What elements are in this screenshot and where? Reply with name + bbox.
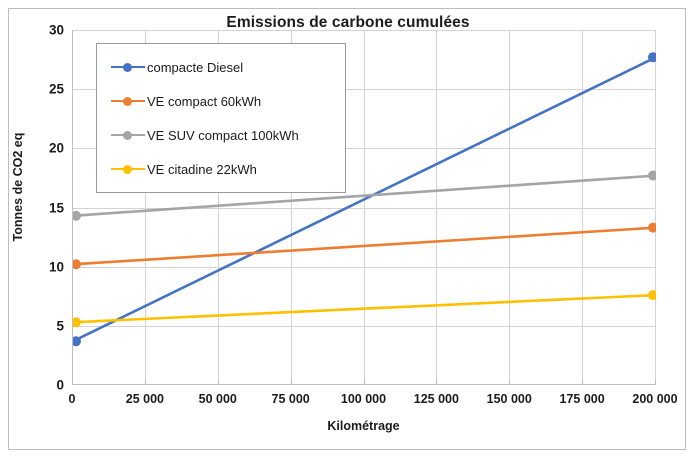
y-tick-label: 15 [48,200,64,215]
chart-legend: compacte Diesel VE compact 60kWh VE SUV co… [96,43,346,193]
legend-marker-icon [111,129,145,141]
x-tick-label: 50 000 [198,392,237,406]
y-axis-tick-labels: 0 5 10 15 20 25 30 [0,23,64,393]
series-marker-2-0 [73,210,81,221]
y-tick-label: 30 [48,22,64,38]
x-tick-label: 150 000 [486,392,532,406]
legend-marker-icon [111,61,145,73]
series-marker-1-0 [73,259,81,270]
y-tick-label: 20 [48,140,64,156]
y-tick-label: 5 [56,318,64,334]
legend-item[interactable]: VE compact 60kWh [97,88,345,114]
series-marker-1-1 [648,222,656,233]
legend-item[interactable]: compacte Diesel [97,54,345,80]
series-marker-3-0 [73,317,81,328]
legend-item-label: compacte Diesel [147,59,244,75]
legend-item[interactable]: VE SUV compact 100kWh [97,122,345,148]
legend-item-label: VE SUV compact 100kWh [147,127,299,143]
legend-marker-icon [111,95,145,107]
chart-title: Emissions de carbone cumulées [226,14,470,31]
series-marker-2-1 [648,170,656,181]
series-marker-0-1 [648,52,656,63]
x-tick-label: 200 000 [632,392,678,406]
legend-item-label: VE citadine 22kWh [147,161,257,177]
y-tick-label: 10 [48,259,64,275]
y-tick-label: 25 [48,81,64,97]
x-tick-label: 175 000 [559,392,605,406]
x-tick-label: 100 000 [340,392,387,406]
x-tick-label: 0 [68,392,76,406]
legend-item[interactable]: VE citadine 22kWh [97,156,345,182]
x-axis-title: Kilométrage [327,419,400,433]
series-line-3 [73,293,656,324]
series-line-2 [73,174,656,218]
x-axis-tick-labels: 0 25 000 50 000 75 000 100 000 125 000 150 000… [69,392,678,412]
y-tick-label: 0 [56,377,64,393]
series-marker-3-1 [648,290,656,301]
series-marker-0-0 [73,336,81,347]
series-line-0 [73,55,656,343]
legend-marker-icon [111,163,145,175]
legend-item-label: VE compact 60kWh [147,93,262,109]
x-tick-label: 25 000 [125,392,164,406]
series-line-1 [73,226,656,266]
x-tick-label: 125 000 [413,392,459,406]
x-tick-label: 75 000 [271,392,310,406]
